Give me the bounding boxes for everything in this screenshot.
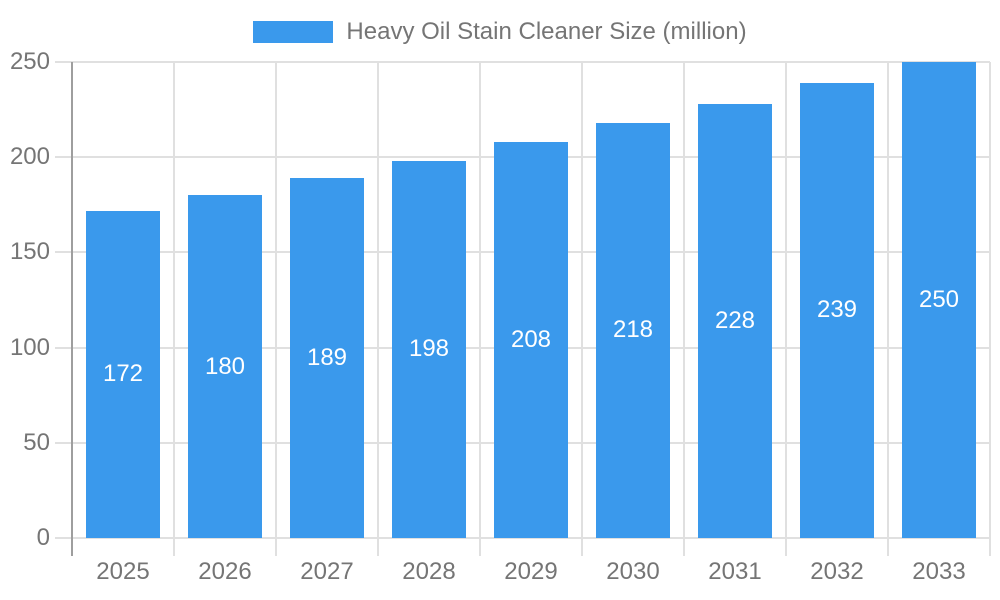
x-axis-tick-label: 2030 [606,558,660,585]
bar-2030[interactable]: 218 [596,122,670,538]
bar-2027[interactable]: 189 [290,178,364,538]
x-axis-tick-label: 2032 [810,558,864,585]
bar-value-label: 180 [204,352,246,380]
bar-2025[interactable]: 172 [86,210,160,538]
x-axis-tick-label: 2033 [912,558,966,585]
bar-value-label: 228 [714,306,756,334]
y-axis-tick-label: 100 [9,333,50,361]
bar-2032[interactable]: 239 [800,82,874,538]
x-gridline [377,62,379,556]
x-gridline [581,62,583,556]
bar-2026[interactable]: 180 [188,195,262,538]
legend-swatch [253,21,334,43]
y-axis-tick-label: 50 [23,428,50,456]
y-gridline [55,537,990,539]
x-gridline [173,62,175,556]
bar-value-label: 198 [408,335,450,363]
x-axis-tick-label: 2027 [300,558,354,585]
x-axis-tick-label: 2026 [198,558,252,585]
x-axis-tick-label: 2031 [708,558,762,585]
x-axis-tick-label: 2029 [504,558,558,585]
x-gridline [275,62,277,556]
bar-value-label: 172 [102,360,144,388]
x-gridline [887,62,889,556]
y-axis-tick-label: 0 [36,524,50,551]
x-axis-tick-label: 2028 [402,558,456,585]
y-axis-tick-label: 200 [9,143,50,171]
bar-value-label: 218 [612,316,654,344]
y-axis-tick-label: 250 [9,48,50,75]
bar-2033[interactable]: 250 [902,62,976,538]
bar-2029[interactable]: 208 [494,141,568,538]
x-axis-tick-label: 2025 [96,558,150,585]
bar-value-label: 239 [816,296,858,324]
y-axis-line [71,62,73,556]
bar-value-label: 250 [918,286,960,313]
bar-2031[interactable]: 228 [698,103,772,538]
bar-2028[interactable]: 198 [392,161,466,538]
legend-label: Heavy Oil Stain Cleaner Size (million) [346,18,747,45]
bar-value-label: 189 [306,344,348,372]
bar-value-label: 208 [510,325,552,353]
x-gridline [683,62,685,556]
x-gridline [785,62,787,556]
y-axis-tick-label: 150 [9,238,50,266]
x-gridline [479,62,481,556]
y-gridline [55,61,990,63]
x-gridline [989,62,991,556]
chart-legend[interactable]: Heavy Oil Stain Cleaner Size (million) [0,18,1000,45]
